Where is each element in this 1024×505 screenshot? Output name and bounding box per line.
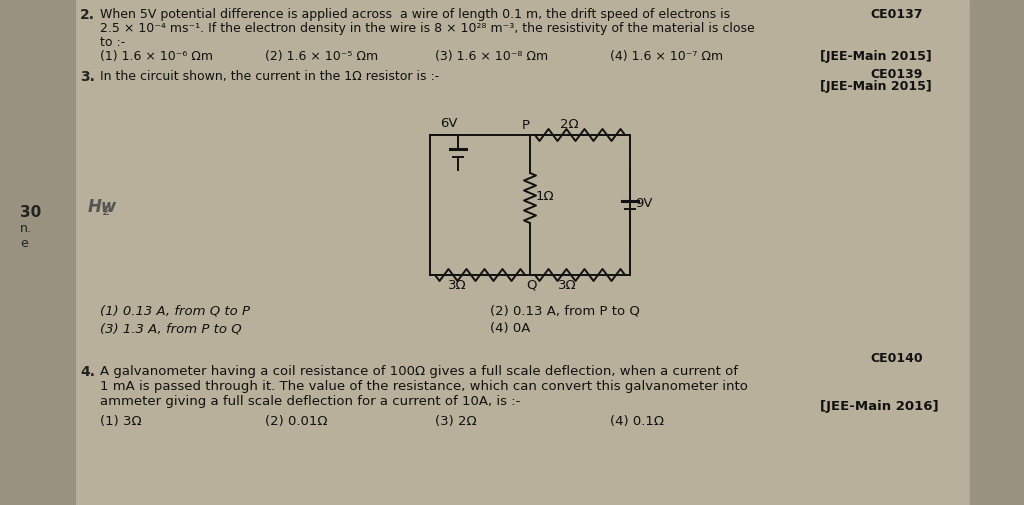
Text: When 5V potential difference is applied across  a wire of length 0.1 m, the drif: When 5V potential difference is applied …	[100, 8, 730, 21]
Text: 2: 2	[103, 205, 111, 218]
Text: 2.: 2.	[80, 8, 95, 22]
Text: (4) 1.6 × 10⁻⁷ Ωm: (4) 1.6 × 10⁻⁷ Ωm	[610, 50, 723, 63]
Text: CE0137: CE0137	[870, 8, 923, 21]
Text: 3.: 3.	[80, 70, 95, 84]
Text: e: e	[20, 237, 28, 250]
Text: 9V: 9V	[635, 197, 652, 210]
Text: 4.: 4.	[80, 365, 95, 379]
Text: P: P	[522, 119, 530, 132]
Text: (1) 1.6 × 10⁻⁶ Ωm: (1) 1.6 × 10⁻⁶ Ωm	[100, 50, 213, 63]
Text: CE0140: CE0140	[870, 352, 923, 365]
Text: 3Ω: 3Ω	[449, 279, 467, 292]
Text: 1 mA is passed through it. The value of the resistance, which can convert this g: 1 mA is passed through it. The value of …	[100, 380, 748, 393]
Text: [JEE-Main 2016]: [JEE-Main 2016]	[820, 400, 939, 413]
Bar	[0, 0, 75, 505]
Text: 6V: 6V	[440, 117, 458, 130]
Text: n.: n.	[20, 222, 32, 235]
Text: (1) 3Ω: (1) 3Ω	[100, 415, 141, 428]
Text: (1) 0.13 A, from Q to P: (1) 0.13 A, from Q to P	[100, 305, 250, 318]
Text: (2) 0.13 A, from P to Q: (2) 0.13 A, from P to Q	[490, 305, 640, 318]
Text: [JEE-Main 2015]: [JEE-Main 2015]	[820, 80, 932, 93]
Text: Q: Q	[526, 279, 537, 292]
Text: In the circuit shown, the current in the 1Ω resistor is :-: In the circuit shown, the current in the…	[100, 70, 439, 83]
Bar	[970, 0, 1024, 505]
Text: 2.5 × 10⁻⁴ ms⁻¹. If the electron density in the wire is 8 × 10²⁸ m⁻³, the resist: 2.5 × 10⁻⁴ ms⁻¹. If the electron density…	[100, 22, 755, 35]
Text: (3) 1.6 × 10⁻⁸ Ωm: (3) 1.6 × 10⁻⁸ Ωm	[435, 50, 548, 63]
Text: 3Ω: 3Ω	[558, 279, 577, 292]
Text: CE0139: CE0139	[870, 68, 923, 81]
Text: (2) 1.6 × 10⁻⁵ Ωm: (2) 1.6 × 10⁻⁵ Ωm	[265, 50, 378, 63]
Text: Hw: Hw	[88, 198, 118, 216]
Text: 2Ω: 2Ω	[560, 118, 579, 131]
Text: ammeter giving a full scale deflection for a current of 10A, is :-: ammeter giving a full scale deflection f…	[100, 395, 520, 408]
Text: (4) 0A: (4) 0A	[490, 322, 530, 335]
Text: (2) 0.01Ω: (2) 0.01Ω	[265, 415, 328, 428]
Text: (3) 2Ω: (3) 2Ω	[435, 415, 476, 428]
Text: [JEE-Main 2015]: [JEE-Main 2015]	[820, 50, 932, 63]
Text: to :-: to :-	[100, 36, 125, 49]
Text: A galvanometer having a coil resistance of 100Ω gives a full scale deflection, w: A galvanometer having a coil resistance …	[100, 365, 738, 378]
Text: (3) 1.3 A, from P to Q: (3) 1.3 A, from P to Q	[100, 322, 242, 335]
Text: (4) 0.1Ω: (4) 0.1Ω	[610, 415, 664, 428]
Text: 30: 30	[20, 205, 41, 220]
Text: 1Ω: 1Ω	[536, 190, 555, 203]
